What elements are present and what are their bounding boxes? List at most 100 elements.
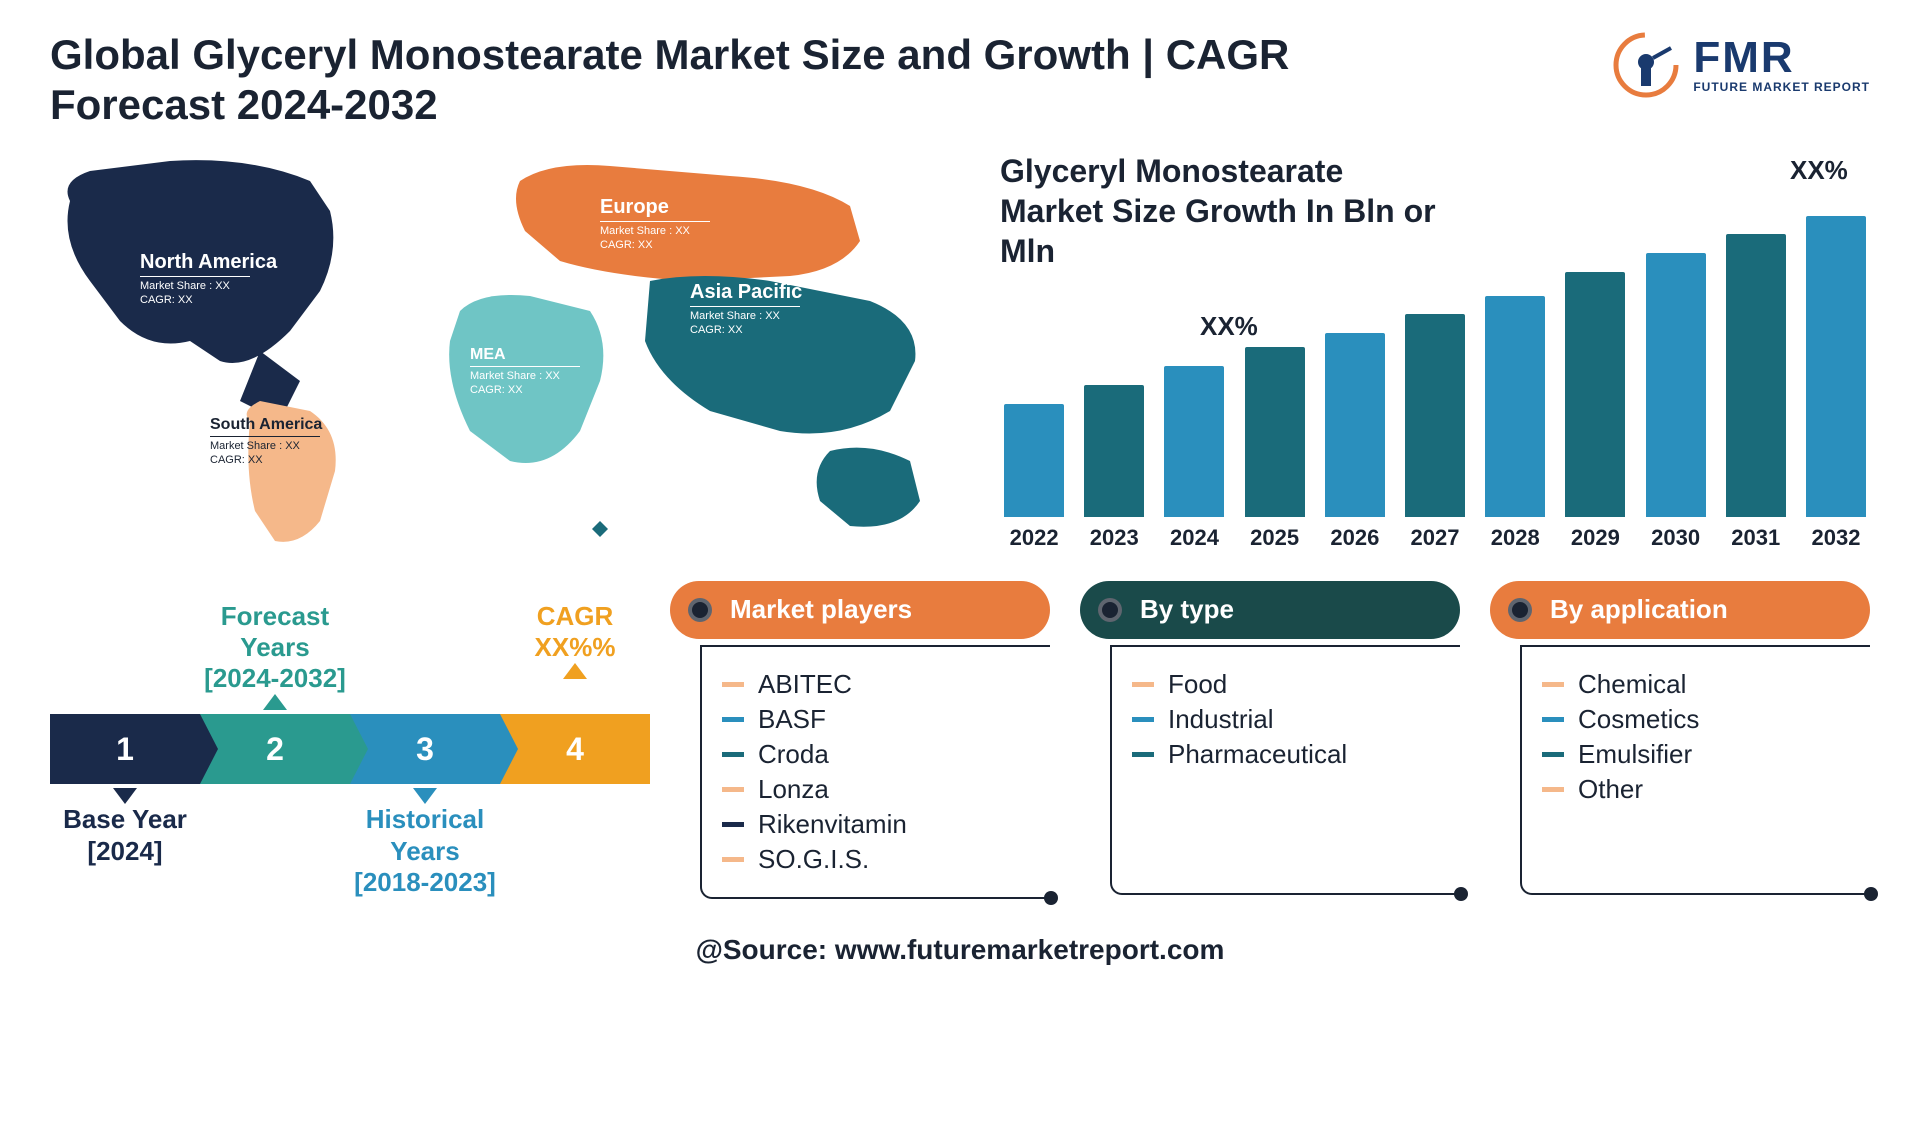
logo-sub: FUTURE MARKET REPORT [1693,80,1870,94]
logo-icon [1611,30,1681,100]
arrow-down-icon [113,788,137,804]
bar-col: 2025 [1241,347,1309,550]
bar-col: 2031 [1722,234,1790,550]
bar [1485,296,1545,517]
lower-section: Forecast Years[2024-2032]CAGRXX%% 1234 B… [50,581,1870,899]
category-item: ABITEC [722,669,1040,700]
categories: Market players ABITEC BASF Croda Lonza Rikenv… [670,581,1870,899]
category-title: By type [1140,594,1234,625]
region-south-america: South America Market Share : XXCAGR: XX [210,416,322,468]
bullet-icon [1098,598,1122,622]
timeline-segment: 2 [200,714,350,784]
category-item: Lonza [722,774,1040,805]
category-item-label: Chemical [1578,669,1686,700]
dash-icon [722,857,744,862]
bar-year: 2027 [1411,525,1460,551]
category-item-label: Pharmaceutical [1168,739,1347,770]
bar [1646,253,1706,517]
category-item: Other [1542,774,1860,805]
timeline-segment: 4 [500,714,650,784]
category-box: Market players ABITEC BASF Croda Lonza Rikenv… [670,581,1050,899]
category-item: Food [1132,669,1450,700]
bar-year: 2024 [1170,525,1219,551]
category-item-label: Food [1168,669,1227,700]
category-item-label: SO.G.I.S. [758,844,869,875]
logo-text: FMR FUTURE MARKET REPORT [1693,36,1870,94]
region-cagr: CAGR: XX [690,323,802,337]
bar [1726,234,1786,516]
bar-col: 2024 [1160,366,1228,551]
category-item-label: Industrial [1168,704,1274,735]
category-body: Chemical Cosmetics Emulsifier Other [1520,645,1870,895]
tl-top-label: CAGRXX%% [500,601,650,663]
bar [1245,347,1305,516]
logo: FMR FUTURE MARKET REPORT [1611,30,1870,100]
region-name: South America [210,416,322,434]
tl-bottom-label: Historical Years[2018-2023] [350,804,500,898]
bar [1084,385,1144,517]
dash-icon [1542,682,1564,687]
bar-year: 2030 [1651,525,1700,551]
upper-section: North AmericaMarket Share : XXCAGR: XX So… [50,151,1870,551]
timeline-bar: 1234 [50,714,650,784]
region-name: MEA [470,346,580,364]
category-header: By application [1490,581,1870,639]
category-header: Market players [670,581,1050,639]
source-text: @Source: www.futuremarketreport.com [50,934,1870,966]
region-cagr: CAGR: XX [210,453,322,467]
category-item: BASF [722,704,1040,735]
bar [1325,333,1385,517]
bar [1806,216,1866,517]
category-item: Pharmaceutical [1132,739,1450,770]
category-header: By type [1080,581,1460,639]
bar-year: 2023 [1090,525,1139,551]
pct-label: XX% [1200,311,1258,342]
region-share: Market Share : XX [690,309,802,323]
bar [1164,366,1224,517]
category-title: Market players [730,594,912,625]
timeline: Forecast Years[2024-2032]CAGRXX%% 1234 B… [50,581,650,898]
tl-bottom-label: Base Year[2024] [50,804,200,866]
region-mea: MEAMarket Share : XXCAGR: XX [470,346,580,398]
dash-icon [1542,717,1564,722]
dash-icon [1542,752,1564,757]
dash-icon [1132,717,1154,722]
region-north-america: North AmericaMarket Share : XXCAGR: XX [140,251,277,308]
bar-container: 2022202320242025202620272028202920302031… [1000,211,1870,551]
category-item: Croda [722,739,1040,770]
bar-year: 2032 [1811,525,1860,551]
region-cagr: CAGR: XX [470,383,580,397]
dash-icon [722,822,744,827]
bar [1565,272,1625,517]
region-share: Market Share : XX [210,439,322,453]
bar-year: 2022 [1010,525,1059,551]
category-item-label: Other [1578,774,1643,805]
region-share: Market Share : XX [140,279,277,293]
bar-col: 2023 [1080,385,1148,551]
dash-icon [722,752,744,757]
arrow-down-icon [413,788,437,804]
bar-year: 2025 [1250,525,1299,551]
category-item: Emulsifier [1542,739,1860,770]
bullet-icon [688,598,712,622]
bar-year: 2028 [1491,525,1540,551]
bar [1405,314,1465,516]
bar-col: 2029 [1561,272,1629,551]
bar-col: 2032 [1802,216,1870,551]
region-asia-pacific: Asia PacificMarket Share : XXCAGR: XX [690,281,802,338]
arrow-up-icon [263,694,287,710]
category-body: Food Industrial Pharmaceutical [1110,645,1460,895]
dash-icon [1132,682,1154,687]
pct-label: XX% [1790,155,1848,186]
dash-icon [1542,787,1564,792]
arrow-up-icon [563,663,587,679]
category-item: Cosmetics [1542,704,1860,735]
category-item-label: Rikenvitamin [758,809,907,840]
category-item: Chemical [1542,669,1860,700]
header: Global Glyceryl Monostearate Market Size… [50,30,1870,131]
category-item-label: Lonza [758,774,829,805]
category-box: By type Food Industrial Pharmaceutical [1080,581,1460,899]
category-item-label: Croda [758,739,829,770]
world-map: North AmericaMarket Share : XXCAGR: XX So… [50,151,950,551]
bar-year: 2029 [1571,525,1620,551]
